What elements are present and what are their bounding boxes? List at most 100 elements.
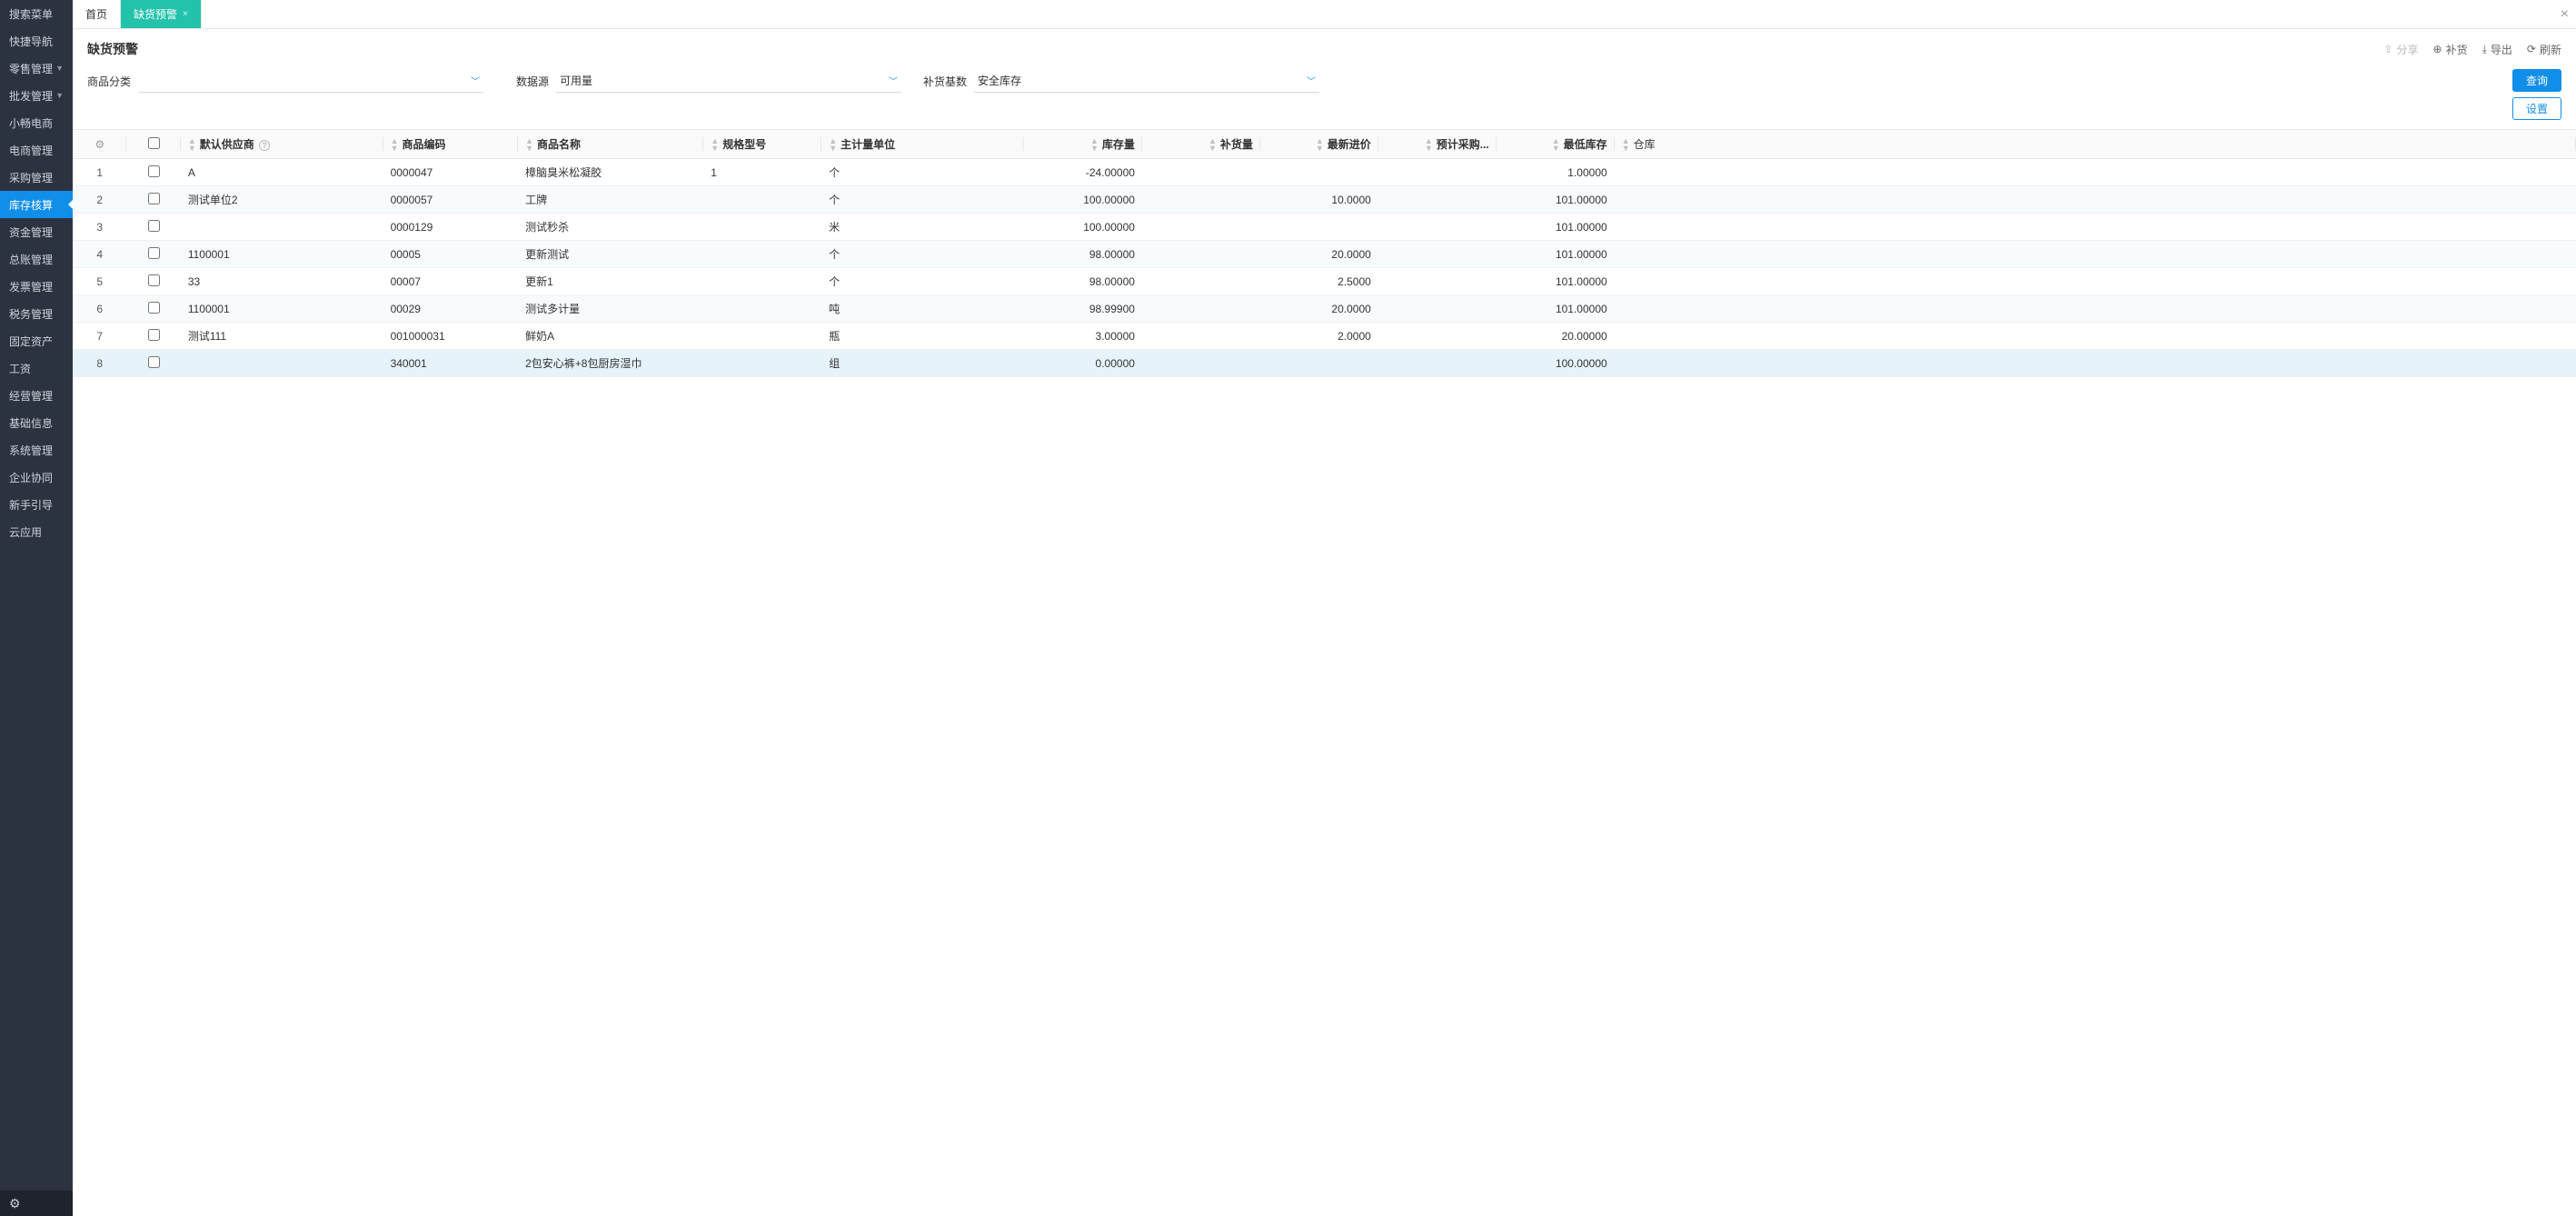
export-button[interactable]: ⤓ 导出 bbox=[2482, 42, 2512, 57]
table-row[interactable]: 6110000100029测试多计量吨98.9990020.0000101.00… bbox=[73, 295, 2576, 323]
row-checkbox[interactable] bbox=[148, 220, 160, 232]
row-checkbox[interactable] bbox=[148, 274, 160, 286]
cell-unit: 米 bbox=[821, 214, 1024, 241]
sidebar-item-label: 电商管理 bbox=[9, 143, 53, 158]
query-button[interactable]: 查询 bbox=[2512, 69, 2561, 92]
page-header: 缺货预警 ⇪ 分享 ⊕ 补货 ⤓ 导出 ⟳ 刷新 bbox=[73, 29, 2576, 65]
filter-source-select[interactable]: 可用量 ﹀ bbox=[556, 69, 901, 93]
table-row[interactable]: 30000129测试秒杀米100.00000101.00000 bbox=[73, 214, 2576, 241]
sort-icon: ▲▼ bbox=[391, 137, 399, 152]
column-label: 最低库存 bbox=[1564, 138, 1607, 151]
column-label: 主计量单位 bbox=[840, 138, 895, 151]
cell-price: 20.0000 bbox=[1260, 241, 1378, 268]
row-checkbox[interactable] bbox=[148, 193, 160, 204]
table-row[interactable]: 83400012包安心裤+8包厨房湿巾组0.00000100.00000 bbox=[73, 350, 2576, 377]
cell-supplier: 测试111 bbox=[181, 323, 383, 350]
cell-est bbox=[1378, 241, 1497, 268]
cell-price: 20.0000 bbox=[1260, 295, 1378, 323]
sidebar-item-12[interactable]: 固定资产 bbox=[0, 327, 73, 354]
cell-unit: 组 bbox=[821, 350, 1024, 377]
row-checkbox[interactable] bbox=[148, 247, 160, 259]
row-checkbox[interactable] bbox=[148, 302, 160, 314]
cell-est bbox=[1378, 295, 1497, 323]
filter-source-label: 数据源 bbox=[505, 74, 549, 89]
column-header-7[interactable]: ▲▼库存量 bbox=[1024, 130, 1142, 159]
table-row[interactable]: 7测试111001000031鲜奶A瓶3.000002.000020.00000 bbox=[73, 323, 2576, 350]
column-header-2[interactable]: ▲▼默认供应商 ? bbox=[181, 130, 383, 159]
sidebar-item-label: 系统管理 bbox=[9, 443, 53, 458]
column-header-3[interactable]: ▲▼商品编码 bbox=[383, 130, 519, 159]
filter-category-select[interactable]: ﹀ bbox=[138, 69, 483, 93]
cell-wh bbox=[1615, 241, 2576, 268]
select-all-checkbox[interactable] bbox=[148, 137, 160, 149]
sidebar-item-5[interactable]: 电商管理 bbox=[0, 136, 73, 164]
sidebar-item-label: 小畅电商 bbox=[9, 115, 53, 131]
column-header-0[interactable]: ⚙ bbox=[73, 130, 126, 159]
tabbar-close-icon[interactable]: × bbox=[2561, 0, 2569, 29]
tab-label: 首页 bbox=[85, 6, 107, 22]
column-header-4[interactable]: ▲▼商品名称 bbox=[518, 130, 703, 159]
cell-unit: 个 bbox=[821, 241, 1024, 268]
sidebar-item-8[interactable]: 资金管理 bbox=[0, 218, 73, 245]
sidebar-item-6[interactable]: 采购管理 bbox=[0, 164, 73, 191]
table-settings-icon[interactable]: ⚙ bbox=[94, 138, 104, 151]
sidebar-item-0[interactable]: 搜索菜单 bbox=[0, 0, 73, 27]
sidebar-item-16[interactable]: 系统管理 bbox=[0, 436, 73, 463]
table-body: 1A0000047樟脑臭米松凝胶1个-24.000001.000002测试单位2… bbox=[73, 159, 2576, 377]
sidebar-item-17[interactable]: 企业协同 bbox=[0, 463, 73, 491]
cell-restock bbox=[1142, 186, 1260, 214]
sidebar-item-13[interactable]: 工资 bbox=[0, 354, 73, 382]
cell-price: 2.0000 bbox=[1260, 323, 1378, 350]
refresh-button[interactable]: ⟳ 刷新 bbox=[2527, 42, 2561, 57]
sidebar-item-18[interactable]: 新手引导 bbox=[0, 491, 73, 518]
sidebar-item-4[interactable]: 小畅电商 bbox=[0, 109, 73, 136]
share-button[interactable]: ⇪ 分享 bbox=[2383, 42, 2418, 57]
column-header-11[interactable]: ▲▼最低库存 bbox=[1497, 130, 1615, 159]
info-icon[interactable]: ? bbox=[259, 140, 270, 151]
sidebar-item-1[interactable]: 快捷导航 bbox=[0, 27, 73, 55]
share-label: 分享 bbox=[2397, 42, 2419, 57]
settings-button[interactable]: 设置 bbox=[2512, 97, 2561, 120]
row-checkbox[interactable] bbox=[148, 329, 160, 341]
sidebar-item-label: 发票管理 bbox=[9, 279, 53, 294]
row-checkbox[interactable] bbox=[148, 165, 160, 177]
tab-close-icon[interactable]: × bbox=[183, 9, 188, 19]
sidebar-item-11[interactable]: 税务管理 bbox=[0, 300, 73, 327]
table-row[interactable]: 53300007更新1个98.000002.5000101.00000 bbox=[73, 268, 2576, 295]
restock-button[interactable]: ⊕ 补货 bbox=[2433, 42, 2468, 57]
column-header-8[interactable]: ▲▼补货量 bbox=[1142, 130, 1260, 159]
sidebar-item-2[interactable]: 零售管理▼ bbox=[0, 55, 73, 82]
column-header-9[interactable]: ▲▼最新进价 bbox=[1260, 130, 1378, 159]
cell-price bbox=[1260, 214, 1378, 241]
column-header-5[interactable]: ▲▼规格型号 bbox=[703, 130, 821, 159]
settings-gear-icon[interactable]: ⚙ bbox=[9, 1196, 21, 1211]
tab-1[interactable]: 缺货预警× bbox=[121, 0, 202, 28]
cell-spec bbox=[703, 323, 821, 350]
cell-stock: -24.00000 bbox=[1024, 159, 1142, 186]
table-row[interactable]: 1A0000047樟脑臭米松凝胶1个-24.000001.00000 bbox=[73, 159, 2576, 186]
sidebar-item-15[interactable]: 基础信息 bbox=[0, 409, 73, 436]
data-table: ⚙▲▼默认供应商 ?▲▼商品编码▲▼商品名称▲▼规格型号▲▼主计量单位▲▼库存量… bbox=[73, 129, 2576, 377]
column-header-1[interactable] bbox=[126, 130, 180, 159]
sidebar-item-10[interactable]: 发票管理 bbox=[0, 273, 73, 300]
column-header-6[interactable]: ▲▼主计量单位 bbox=[821, 130, 1024, 159]
row-checkbox[interactable] bbox=[148, 356, 160, 368]
table-row[interactable]: 2测试单位20000057工牌个100.0000010.0000101.0000… bbox=[73, 186, 2576, 214]
cell-spec bbox=[703, 186, 821, 214]
tab-0[interactable]: 首页 bbox=[73, 0, 121, 28]
column-label: 补货量 bbox=[1220, 138, 1253, 151]
chevron-down-icon: ﹀ bbox=[471, 74, 480, 87]
column-header-12[interactable]: ▲▼仓库 bbox=[1615, 130, 2576, 159]
table-row[interactable]: 4110000100005更新测试个98.0000020.0000101.000… bbox=[73, 241, 2576, 268]
filter-source-value: 可用量 bbox=[560, 73, 592, 88]
cell-wh bbox=[1615, 214, 2576, 241]
filter-basis-value: 安全库存 bbox=[978, 73, 1021, 88]
sidebar-item-3[interactable]: 批发管理▼ bbox=[0, 82, 73, 109]
filter-basis-select[interactable]: 安全库存 ﹀ bbox=[974, 69, 1319, 93]
row-check-cell bbox=[126, 214, 180, 241]
sidebar-item-19[interactable]: 云应用 bbox=[0, 518, 73, 545]
sidebar-item-14[interactable]: 经营管理 bbox=[0, 382, 73, 409]
sidebar-item-7[interactable]: 库存核算 bbox=[0, 191, 73, 218]
sidebar-item-9[interactable]: 总账管理 bbox=[0, 245, 73, 273]
column-header-10[interactable]: ▲▼预计采购... bbox=[1378, 130, 1497, 159]
